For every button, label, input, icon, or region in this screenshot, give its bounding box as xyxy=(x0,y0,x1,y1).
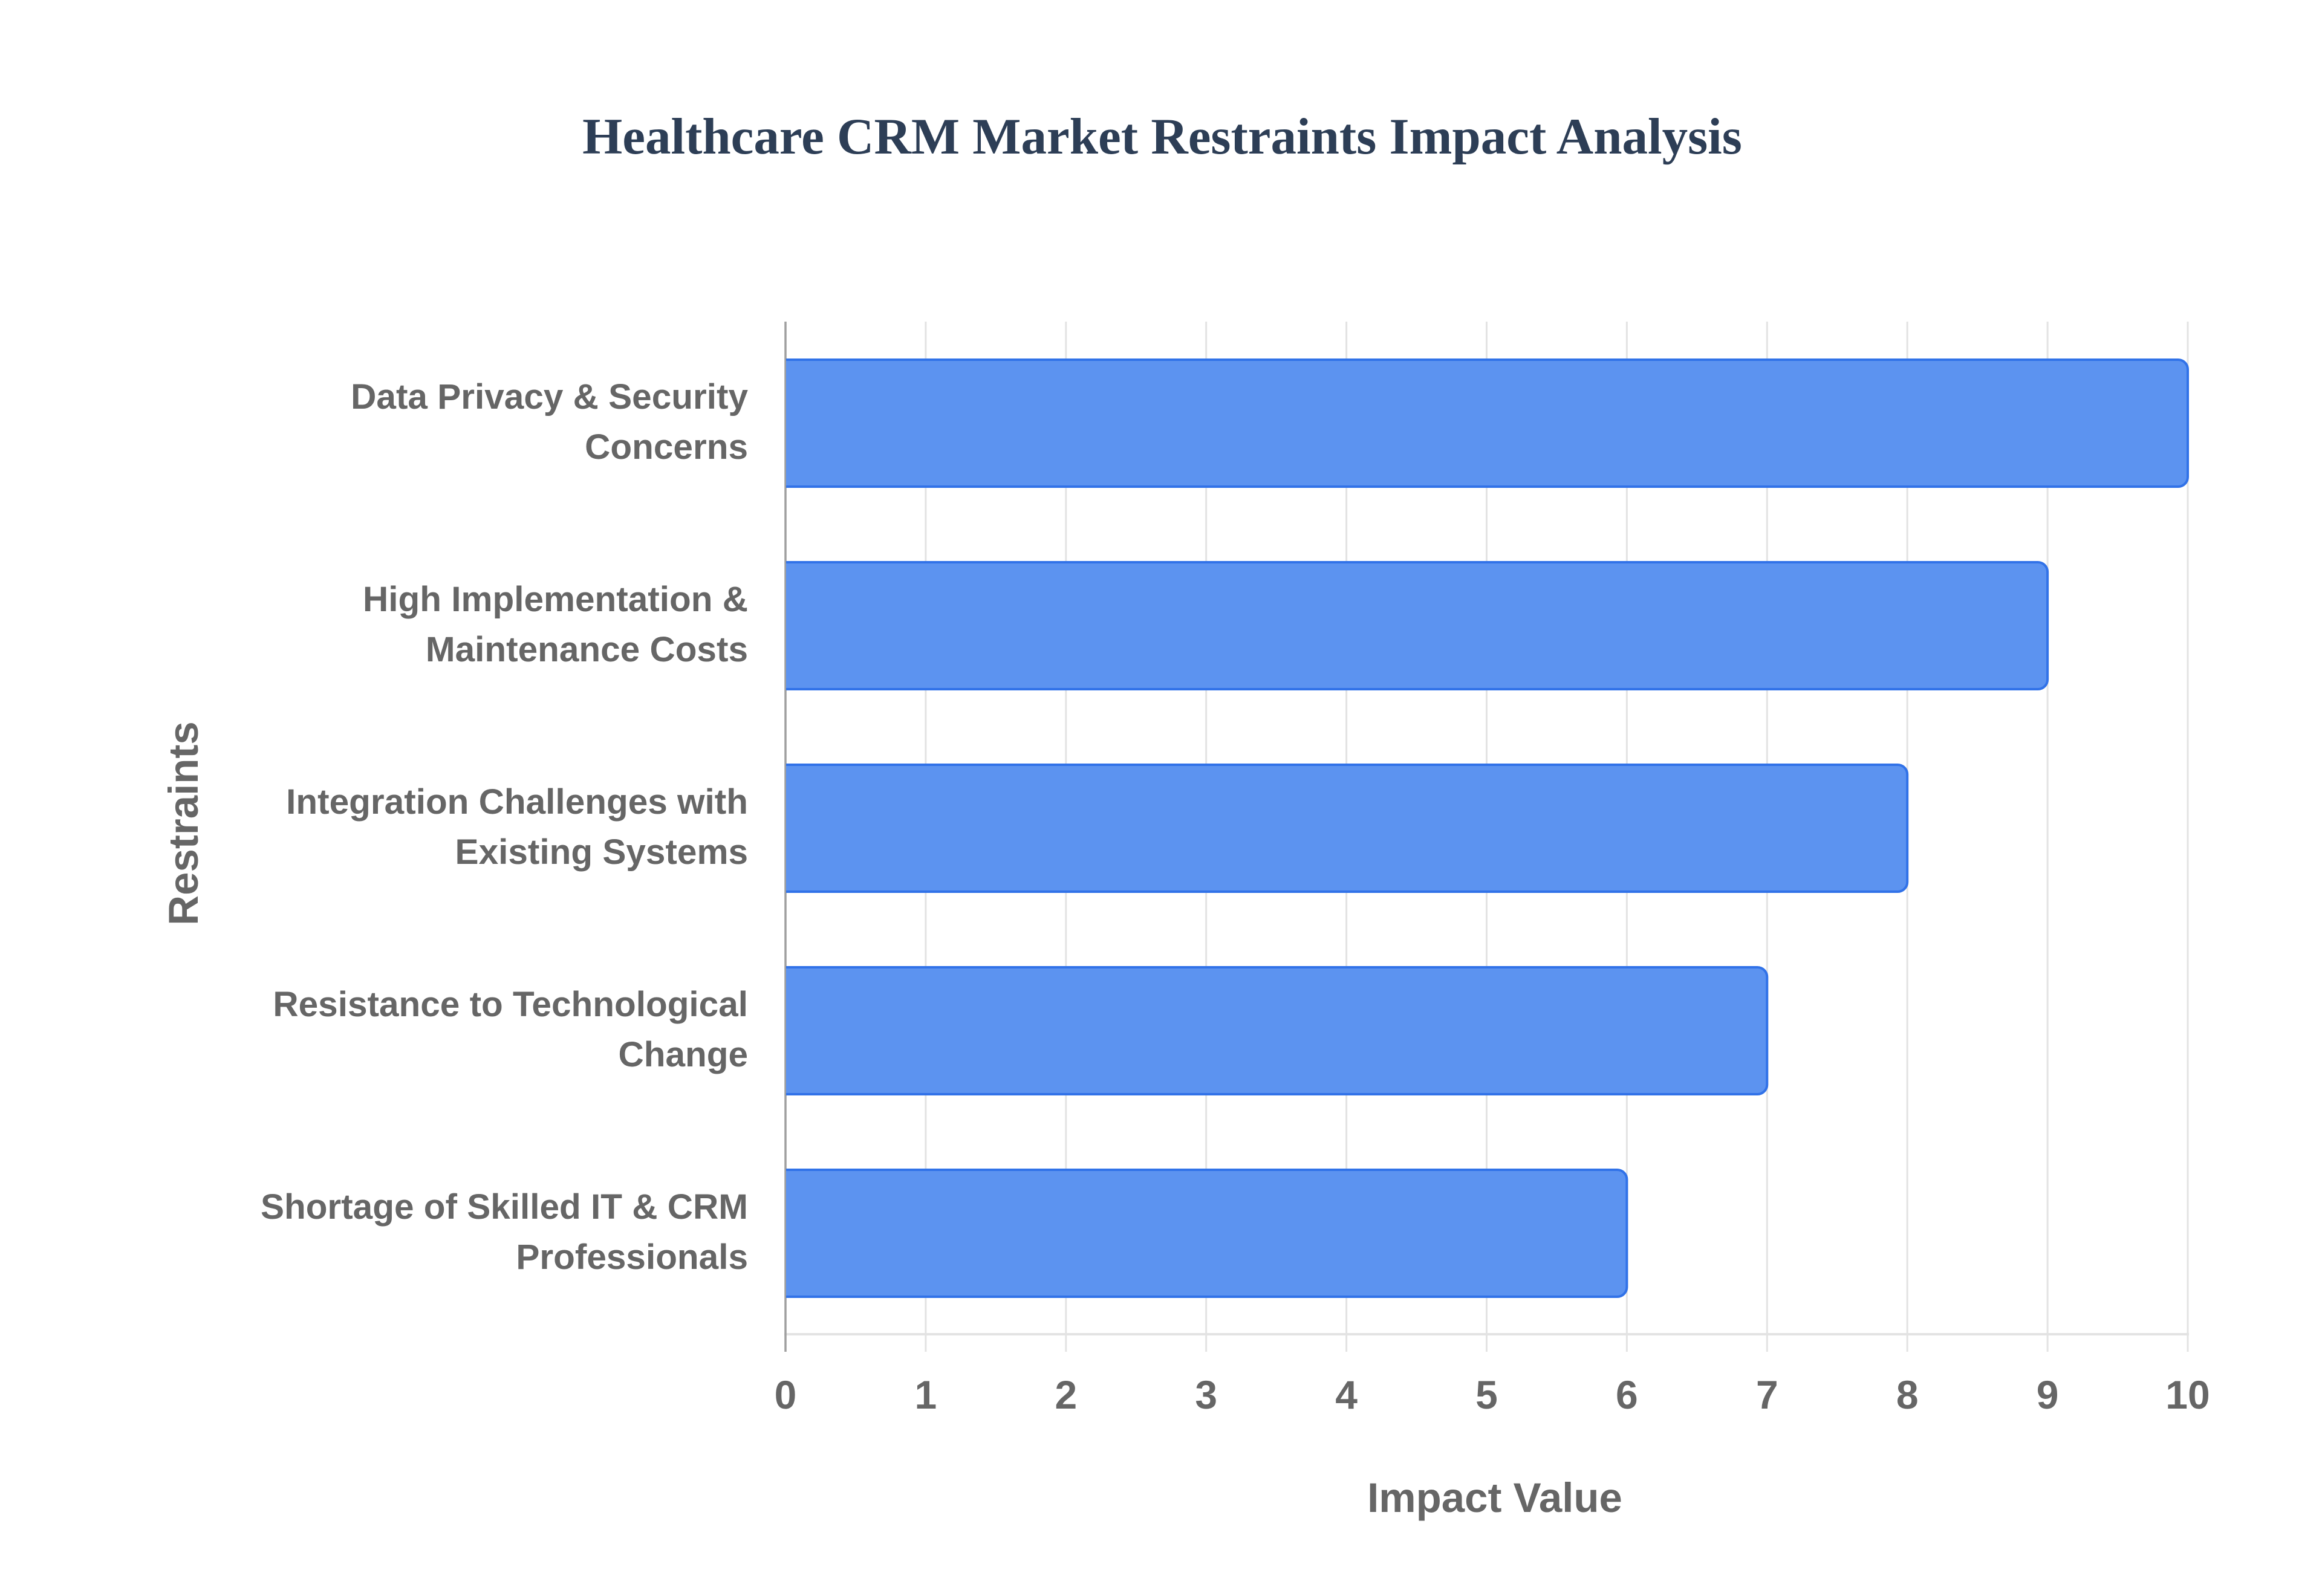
svg-text:10: 10 xyxy=(2165,1372,2210,1417)
svg-text:Professionals: Professionals xyxy=(516,1238,748,1277)
svg-text:2: 2 xyxy=(1055,1372,1077,1417)
svg-text:Change: Change xyxy=(618,1035,748,1074)
svg-text:Impact Value: Impact Value xyxy=(1367,1474,1622,1521)
svg-text:Shortage of Skilled IT & CRM: Shortage of Skilled IT & CRM xyxy=(261,1187,748,1227)
svg-text:Maintenance Costs: Maintenance Costs xyxy=(426,630,748,669)
svg-text:Resistance to Technological: Resistance to Technological xyxy=(273,985,748,1024)
svg-text:Concerns: Concerns xyxy=(585,427,748,467)
svg-text:Integration Challenges with: Integration Challenges with xyxy=(286,782,748,822)
svg-text:1: 1 xyxy=(915,1372,937,1417)
svg-text:Healthcare CRM Market Restrain: Healthcare CRM Market Restraints Impact … xyxy=(582,108,1742,165)
svg-text:Existing Systems: Existing Systems xyxy=(455,832,748,872)
svg-text:3: 3 xyxy=(1195,1372,1217,1417)
svg-text:Data Privacy & Security: Data Privacy & Security xyxy=(351,377,748,417)
svg-text:Restraints: Restraints xyxy=(160,721,207,925)
svg-text:High Implementation &: High Implementation & xyxy=(363,580,748,619)
svg-text:9: 9 xyxy=(2037,1372,2059,1417)
svg-text:0: 0 xyxy=(775,1372,797,1417)
svg-text:6: 6 xyxy=(1616,1372,1638,1417)
svg-text:7: 7 xyxy=(1756,1372,1778,1417)
svg-text:8: 8 xyxy=(1896,1372,1919,1417)
svg-text:4: 4 xyxy=(1335,1372,1358,1417)
svg-text:5: 5 xyxy=(1475,1372,1498,1417)
